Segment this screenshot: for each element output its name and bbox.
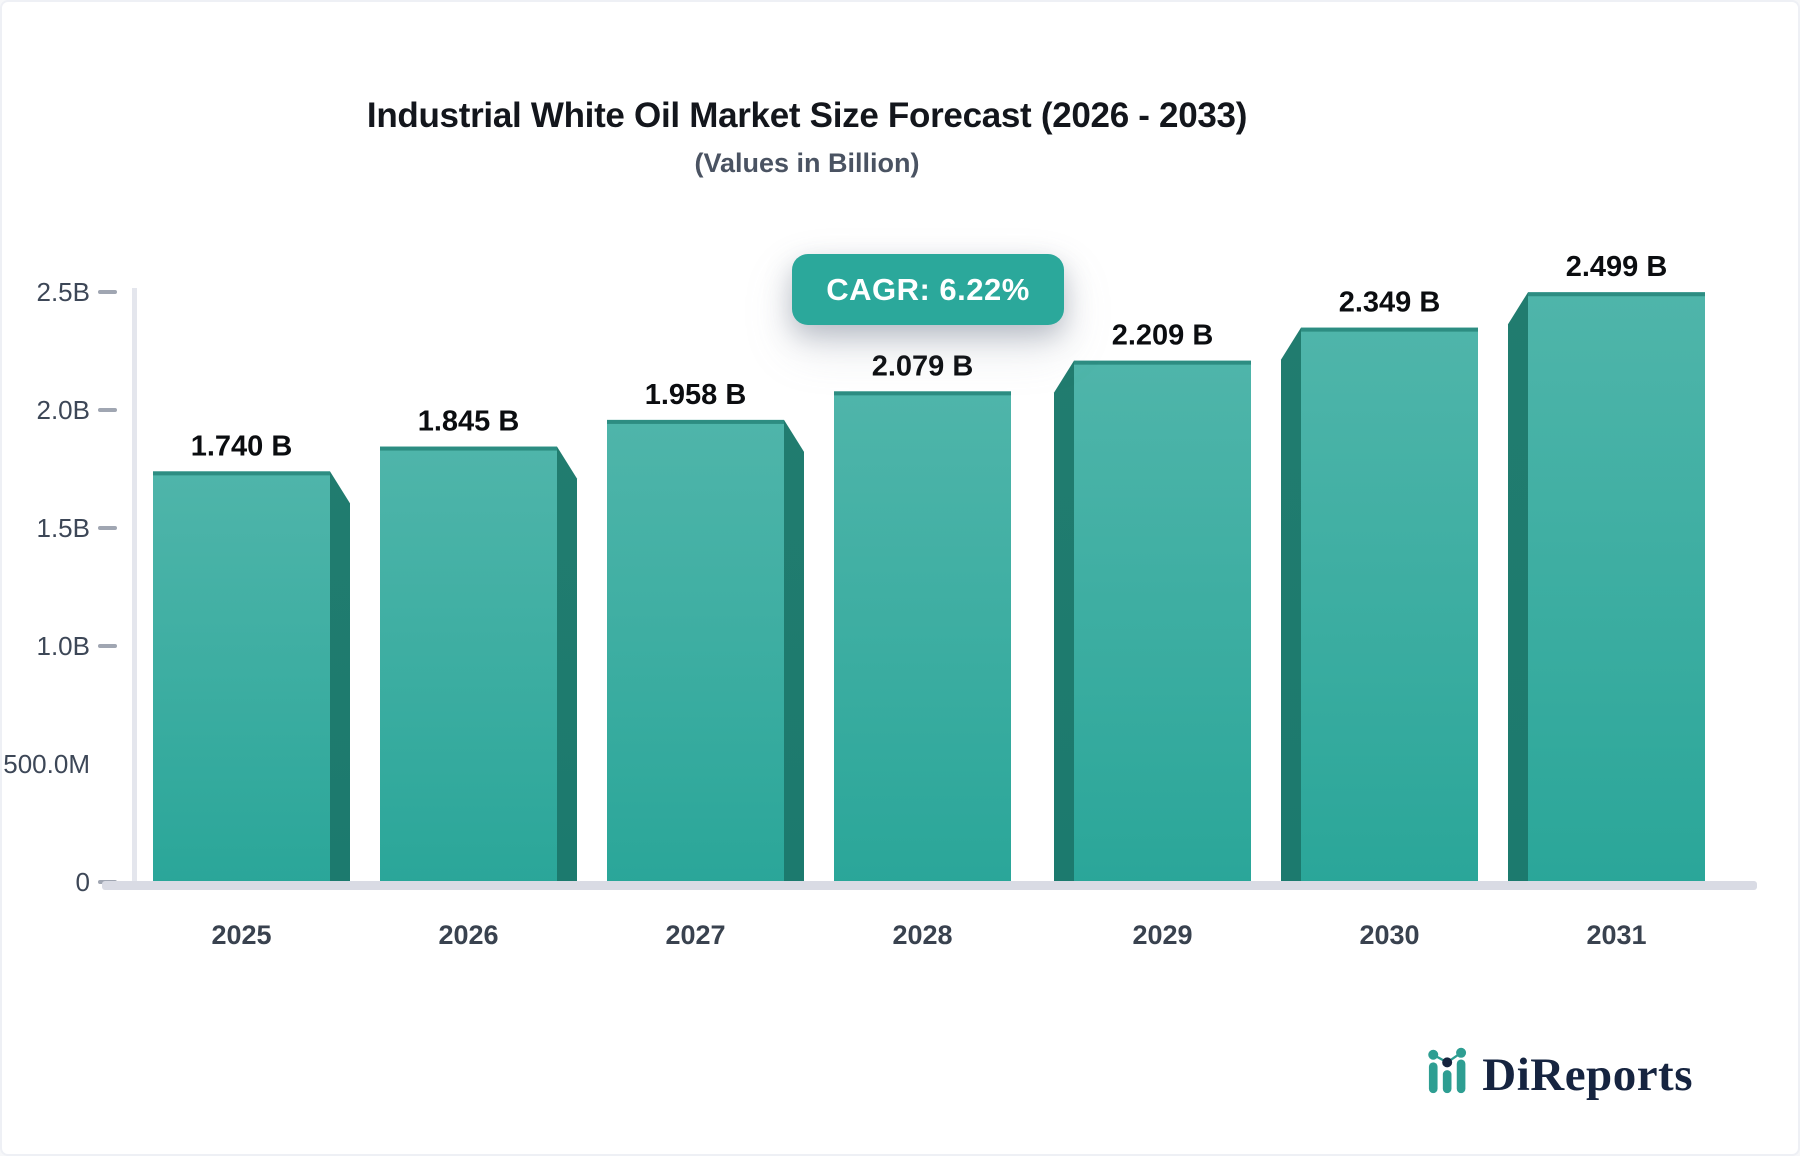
bar-side-face	[1508, 292, 1528, 887]
y-axis-ticks: 2.5B 2.0B 1.5B 1.0B 500.0M 0	[3, 277, 117, 897]
x-axis-label: 2025	[211, 920, 271, 950]
x-axis-labels: 2025 2026 2027 2028 2029 2030 2031	[211, 920, 1646, 950]
x-axis-baseline	[102, 881, 1757, 890]
y-axis-tick-label: 2.5B	[37, 277, 91, 307]
bar	[1301, 327, 1478, 886]
bar-value-label: 1.958 B	[645, 379, 747, 411]
bar-value-label: 1.845 B	[418, 406, 520, 438]
bar-value-label: 1.740 B	[191, 430, 293, 462]
bars-group	[153, 292, 1705, 887]
bar-value-label: 2.349 B	[1339, 287, 1441, 319]
bar-top-edge	[834, 391, 1011, 396]
chart-subtitle: (Values in Billion)	[694, 148, 920, 178]
bar	[1528, 292, 1705, 887]
bar-side-face	[330, 471, 350, 886]
y-axis-tick-dash	[98, 526, 117, 530]
bar-top-edge	[1528, 292, 1705, 297]
x-axis-label: 2029	[1132, 920, 1192, 950]
chart-title: Industrial White Oil Market Size Forecas…	[366, 96, 1248, 135]
cagr-badge: CAGR: 6.22%	[792, 254, 1064, 325]
logo-wordmark: DiReports	[1482, 1049, 1693, 1102]
x-axis-label: 2026	[438, 920, 498, 950]
x-axis-label: 2031	[1586, 920, 1646, 950]
bar-top-edge	[1074, 360, 1251, 365]
y-axis-tick-dash	[98, 290, 117, 294]
bar	[607, 419, 784, 886]
x-axis-label: 2030	[1359, 920, 1419, 950]
logo-chart-icon	[1428, 1047, 1467, 1094]
bar-value-label: 2.079 B	[872, 350, 974, 382]
bar-side-face	[557, 446, 577, 886]
bar	[380, 446, 557, 886]
brand-logo: DiReports	[1427, 1046, 1693, 1102]
bar-top-edge	[1301, 327, 1478, 332]
y-axis-tick-label: 1.5B	[37, 513, 91, 543]
y-axis-tick-dash	[98, 644, 117, 648]
bar-top-edge	[380, 446, 557, 451]
bar-value-labels: 1.740 B 1.845 B 1.958 B 2.079 B 2.209 B 2.349…	[191, 251, 1668, 462]
bar-side-face	[1054, 360, 1074, 886]
y-axis-tick-label: 0	[76, 867, 90, 897]
y-axis-tick-label: 2.0B	[37, 395, 91, 425]
bar-value-label: 2.209 B	[1112, 320, 1214, 352]
bar-side-face	[784, 419, 804, 886]
y-axis-tick-label: 1.0B	[37, 631, 91, 661]
y-axis-line	[132, 288, 137, 886]
bar-side-face	[1281, 327, 1301, 886]
bar	[834, 391, 1011, 886]
x-axis-label: 2028	[892, 920, 952, 950]
bar-top-edge	[153, 471, 330, 476]
y-axis-tick-dash	[98, 408, 117, 412]
bar-top-edge	[607, 419, 784, 424]
x-axis-label: 2027	[665, 920, 725, 950]
bar	[1074, 360, 1251, 886]
y-axis-tick-label: 500.0M	[3, 749, 90, 779]
bar	[153, 471, 330, 886]
bar-value-label: 2.499 B	[1566, 251, 1668, 283]
